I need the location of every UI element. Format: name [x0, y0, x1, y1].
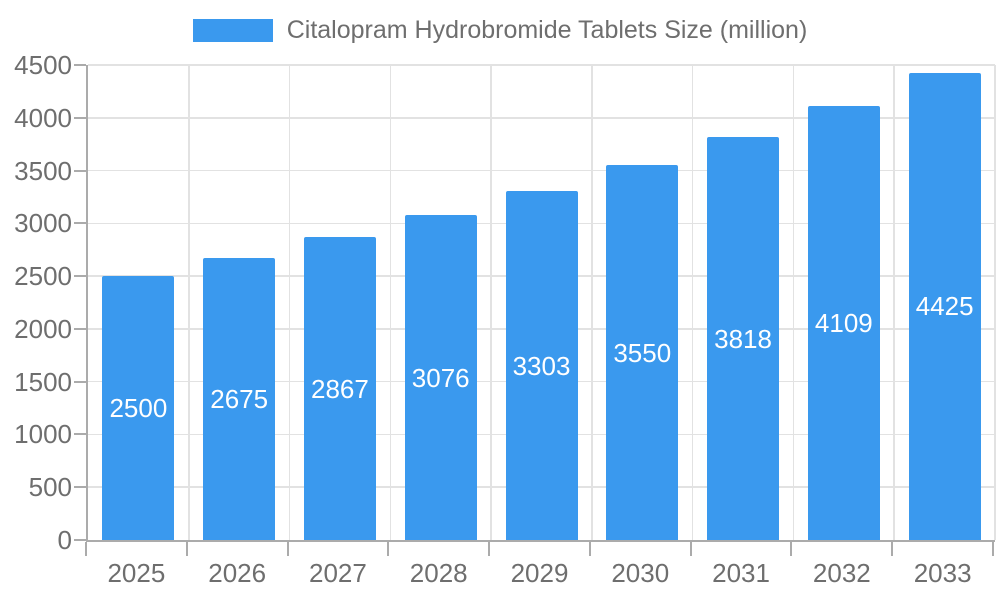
- y-axis-tick-mark: [74, 64, 86, 66]
- bar-value-label: 3818: [714, 323, 772, 354]
- x-axis-tick-label: 2033: [913, 558, 972, 588]
- y-axis-tick-mark: [74, 116, 86, 119]
- y-axis-tick-mark: [74, 222, 86, 225]
- x-grid-line: [288, 65, 291, 540]
- x-axis-tick-mark: [185, 542, 188, 556]
- plot-area: 2500 2675 2867 3076 3303 3550 3818 4109 4425: [86, 64, 996, 542]
- x-grid-line: [490, 65, 492, 540]
- y-axis-tick-label: 500: [28, 472, 72, 503]
- x-axis-tick-mark: [689, 542, 692, 556]
- x-axis-tick-label: 2032: [812, 558, 871, 588]
- y-axis-tick-label: 3000: [14, 208, 72, 239]
- x-grid-line: [389, 65, 392, 540]
- x-axis-tick-label: 2028: [409, 558, 468, 588]
- x-grid-line: [591, 65, 593, 540]
- x-axis-tick-mark: [387, 542, 390, 556]
- x-grid-line: [691, 65, 694, 540]
- y-axis-tick-label: 0: [57, 525, 72, 555]
- y-axis-tick-label: 1000: [14, 419, 72, 450]
- x-axis-tick-label: 2027: [309, 558, 367, 588]
- x-axis-tick-mark: [790, 542, 793, 556]
- y-axis-tick-label: 2000: [14, 313, 72, 344]
- x-axis-tick-label: 2030: [611, 558, 670, 588]
- x-axis-tick-mark: [588, 542, 591, 556]
- x-grid-line: [188, 65, 190, 540]
- bar-2026[interactable]: 2675: [203, 257, 276, 540]
- y-axis-tick-label: 1500: [14, 366, 72, 397]
- x-axis-tick-label: 2025: [107, 558, 166, 588]
- x-axis-tick-mark: [85, 542, 87, 556]
- bar-2031[interactable]: 3818: [707, 137, 780, 540]
- y-grid-line: [88, 169, 995, 172]
- bar-2028[interactable]: 3076: [404, 215, 477, 540]
- bar-value-label: 3303: [512, 350, 571, 381]
- bar-value-label: 2500: [109, 393, 168, 424]
- y-axis-tick-mark: [74, 539, 86, 541]
- bar-value-label: 4109: [814, 308, 873, 339]
- y-axis-tick-label: 4000: [14, 102, 72, 133]
- legend[interactable]: Citalopram Hydrobromide Tablets Size (mi…: [0, 16, 1000, 45]
- x-axis-tick-label: 2026: [208, 558, 267, 588]
- y-axis-tick-mark: [74, 433, 86, 436]
- y-axis-tick-mark: [74, 486, 86, 489]
- x-grid-line: [893, 65, 895, 540]
- y-grid-line: [88, 117, 995, 119]
- y-axis-tick-label: 2500: [14, 261, 72, 292]
- bar-2030[interactable]: 3550: [606, 165, 679, 540]
- y-axis-tick-mark: [74, 169, 86, 172]
- bar-2029[interactable]: 3303: [505, 191, 578, 540]
- x-grid-line: [792, 65, 795, 540]
- legend-swatch-icon: [192, 19, 273, 42]
- x-axis-tick-mark: [286, 542, 289, 556]
- y-axis-tick-mark: [74, 275, 86, 278]
- y-axis-tick-label: 4500: [14, 50, 72, 80]
- y-axis-tick-label: 3500: [14, 155, 72, 186]
- y-axis-tick-mark: [74, 327, 86, 330]
- y-axis-tick-mark: [74, 380, 86, 383]
- bar-2027[interactable]: 2867: [303, 237, 376, 540]
- legend-label: Citalopram Hydrobromide Tablets Size (mi…: [286, 16, 808, 44]
- x-axis-tick-mark: [488, 542, 491, 556]
- bar-value-label: 3076: [411, 362, 470, 393]
- x-grid-line: [994, 65, 996, 540]
- bar-value-label: 3550: [613, 337, 672, 368]
- bar-value-label: 4425: [915, 291, 974, 322]
- bar-value-label: 2867: [311, 373, 369, 404]
- bar-2033[interactable]: 4425: [908, 72, 981, 540]
- x-axis-tick-label: 2031: [712, 558, 770, 588]
- x-axis-tick-label: 2029: [510, 558, 569, 588]
- bar-2025[interactable]: 2500: [102, 276, 175, 540]
- x-axis-tick-mark: [891, 542, 894, 556]
- x-axis-tick-mark: [992, 542, 994, 556]
- bar-2032[interactable]: 4109: [807, 106, 880, 540]
- bar-value-label: 2675: [210, 383, 269, 414]
- y-grid-line: [88, 64, 995, 66]
